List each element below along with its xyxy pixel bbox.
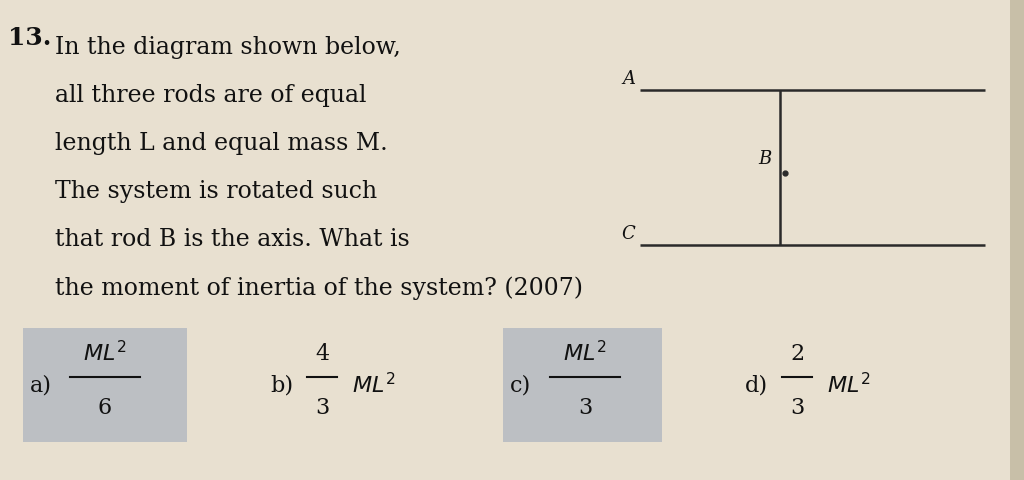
Text: that rod B is the axis. What is: that rod B is the axis. What is: [55, 228, 410, 251]
FancyBboxPatch shape: [23, 328, 187, 442]
Text: 13.: 13.: [8, 26, 51, 50]
FancyBboxPatch shape: [503, 328, 662, 442]
Text: 3: 3: [314, 396, 329, 418]
Text: 3: 3: [578, 396, 592, 418]
Text: A: A: [622, 70, 635, 88]
Text: length L and equal mass M.: length L and equal mass M.: [55, 132, 388, 155]
Text: In the diagram shown below,: In the diagram shown below,: [55, 36, 400, 59]
Text: $ML^2$: $ML^2$: [827, 372, 870, 398]
Text: 4: 4: [315, 342, 329, 364]
Text: 3: 3: [790, 396, 804, 418]
Text: d): d): [745, 374, 768, 396]
Text: $ML^2$: $ML^2$: [563, 341, 606, 366]
Text: $ML^2$: $ML^2$: [352, 372, 395, 398]
Text: all three rods are of equal: all three rods are of equal: [55, 84, 367, 107]
Text: The system is rotated such: The system is rotated such: [55, 180, 377, 203]
Text: 6: 6: [98, 396, 112, 418]
Text: C: C: [622, 225, 635, 242]
Text: a): a): [30, 374, 52, 396]
Text: $ML^2$: $ML^2$: [83, 341, 127, 366]
Text: 2: 2: [790, 342, 804, 364]
Text: b): b): [270, 374, 293, 396]
Text: the moment of inertia of the system? (2007): the moment of inertia of the system? (20…: [55, 276, 583, 299]
Text: c): c): [510, 374, 531, 396]
Text: B: B: [759, 149, 772, 167]
